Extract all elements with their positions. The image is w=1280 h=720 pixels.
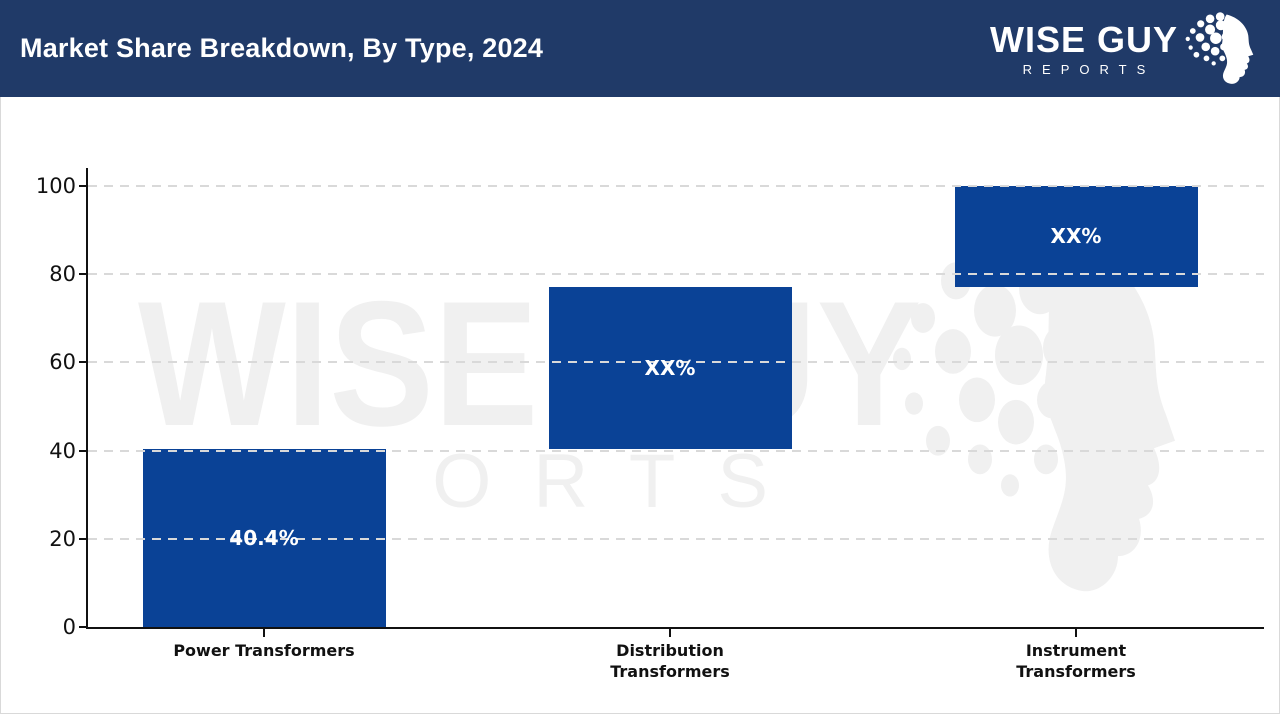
x-tick-mark-power-transformers — [263, 629, 265, 637]
y-tick-label-80: 80 — [49, 262, 76, 287]
y-tick-mark-80 — [79, 273, 87, 276]
y-tick-label-0: 0 — [62, 615, 76, 639]
logo-subtitle: REPORTS — [1022, 61, 1156, 77]
wiseguy-logo: WISE GUY REPORTS — [990, 9, 1254, 89]
y-tick-mark-40 — [79, 449, 87, 452]
y-tick-label-100: 100 — [35, 174, 76, 198]
y-tick-mark-60 — [79, 361, 87, 364]
x-category-label-line: Power Transformers — [173, 641, 355, 660]
x-tick-mark-distribution-transformers — [669, 629, 671, 637]
page-title: Market Share Breakdown, By Type, 2024 — [20, 33, 544, 63]
y-tick-label-20: 20 — [49, 526, 76, 551]
y-tick-label-40: 40 — [49, 438, 76, 463]
page-left-border — [0, 97, 1, 714]
gridline-20 — [88, 537, 1264, 540]
y-tick-label-60: 60 — [49, 350, 76, 375]
x-category-label-instrument-transformers: Instrument Transformers — [916, 640, 1236, 682]
gridline-60 — [88, 361, 1264, 364]
x-category-label-distribution-transformers: Distribution Transformers — [510, 640, 830, 682]
x-category-label-power-transformers: Power Transformers — [104, 640, 424, 661]
gridline-40 — [88, 449, 1264, 452]
bar-value-label-power-transformers: 40.4% — [229, 525, 299, 550]
x-category-label-line: Transformers — [1016, 662, 1136, 681]
page-bottom-border — [0, 713, 1280, 714]
y-tick-mark-0 — [79, 626, 87, 628]
x-category-label-line: Distribution — [616, 641, 724, 660]
x-tick-mark-instrument-transformers — [1075, 629, 1077, 637]
bar-value-label-instrument-transformers: XX% — [1050, 224, 1102, 249]
gridline-80 — [88, 273, 1264, 276]
x-axis-line — [86, 627, 1264, 629]
logo-wordmark: WISE GUY — [989, 18, 1178, 60]
y-tick-mark-20 — [79, 537, 87, 540]
gridline-100 — [88, 185, 1264, 187]
chart-area: WISE GUY REPORTS 0 20 40 60 80 1 — [0, 97, 1280, 720]
x-category-label-line: Instrument — [1025, 641, 1127, 660]
x-category-label-line: Transformers — [610, 662, 730, 681]
bar-distribution-transformers — [548, 286, 792, 449]
logo-text: WISE GUY REPORTS — [989, 18, 1178, 77]
header-bar: Market Share Breakdown, By Type, 2024 WI… — [0, 0, 1280, 97]
y-axis-line — [86, 168, 88, 629]
bar-value-label-distribution-transformers: XX% — [644, 355, 696, 380]
logo-face-icon — [1185, 11, 1254, 84]
y-tick-mark-100 — [79, 185, 87, 187]
